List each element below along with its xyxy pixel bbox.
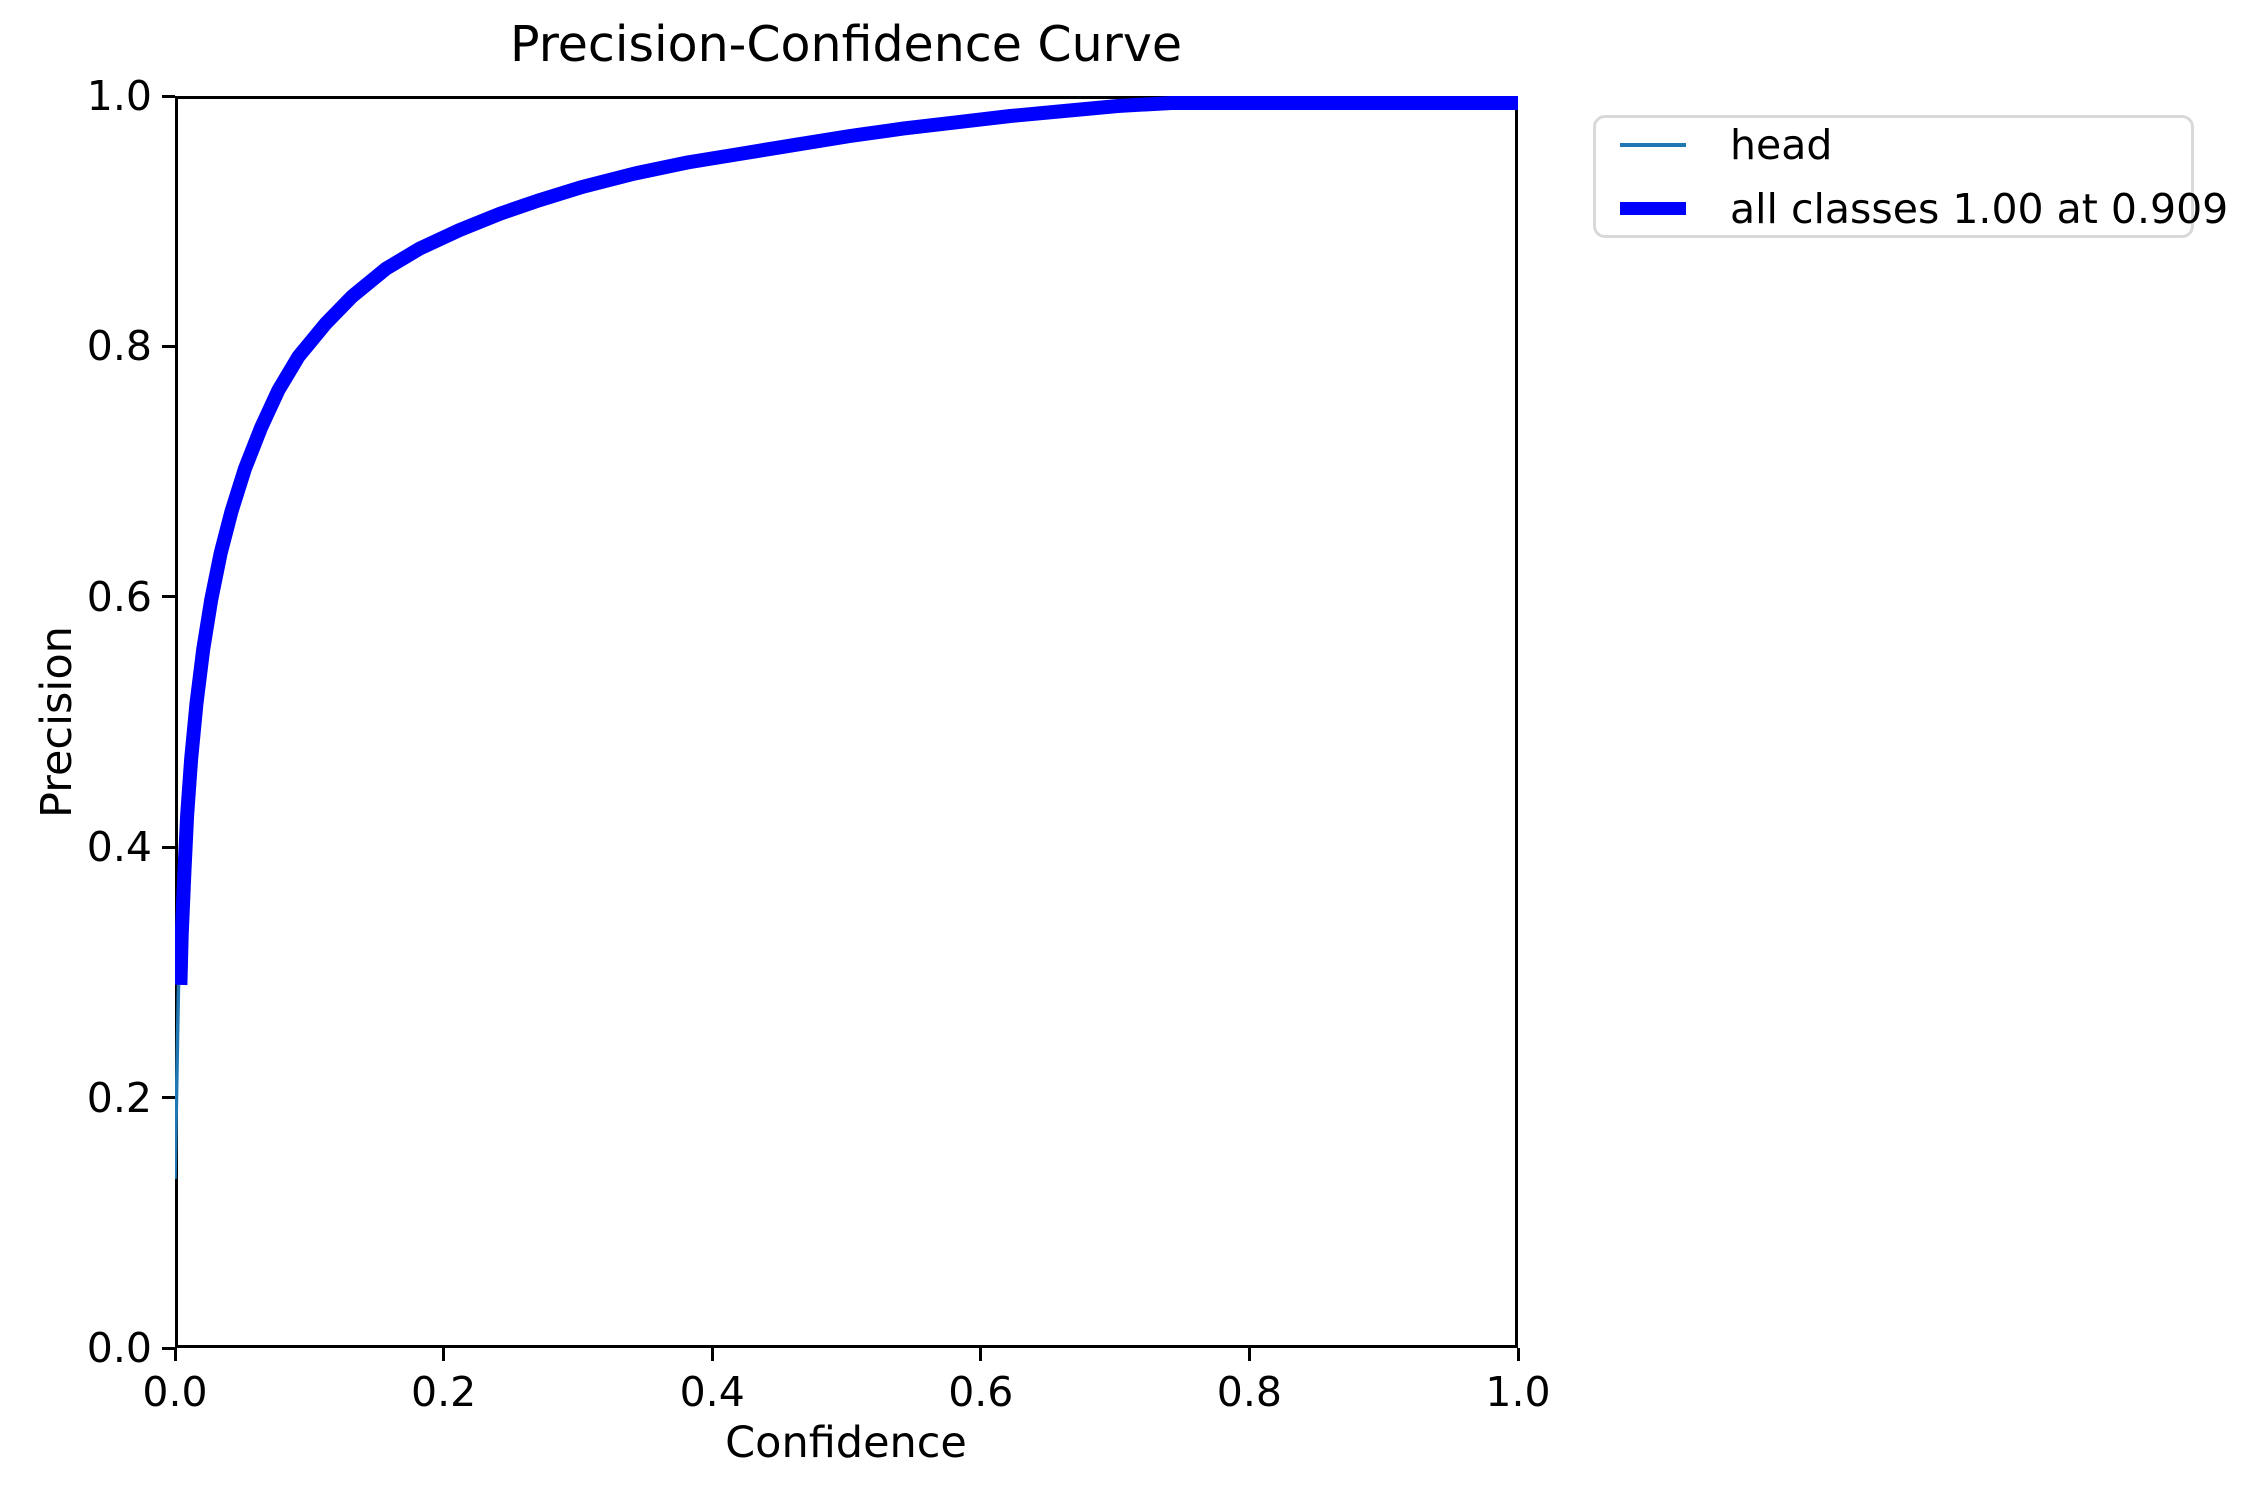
curve-all — [175, 96, 1518, 986]
chart-title: Precision-Confidence Curve — [510, 16, 1182, 73]
x-axis-label: Confidence — [725, 1418, 967, 1468]
x-tick-mark — [442, 1348, 446, 1361]
x-tick-label: 1.0 — [1485, 1368, 1551, 1416]
curve-head — [175, 96, 1518, 1180]
legend-item-all-classes: all classes 1.00 at 0.909 — [1620, 185, 2228, 233]
y-tick-label: 0.2 — [86, 1073, 152, 1122]
x-tick-label: 0.4 — [679, 1368, 745, 1416]
x-tick-mark — [1516, 1348, 1520, 1361]
y-tick-label: 0.4 — [86, 823, 152, 872]
legend-line-swatch-head — [1620, 142, 1686, 147]
plot-area — [175, 96, 1518, 1348]
y-tick-mark — [162, 1346, 175, 1350]
y-tick-mark — [162, 595, 175, 599]
y-tick-label: 0.6 — [86, 572, 152, 621]
y-tick-mark — [162, 845, 175, 849]
y-tick-label: 0.8 — [86, 322, 152, 371]
curves-svg — [175, 96, 1518, 1180]
x-tick-label: 0.0 — [142, 1368, 208, 1416]
legend-label-all-classes: all classes 1.00 at 0.909 — [1730, 184, 2229, 233]
legend: head all classes 1.00 at 0.909 — [1593, 115, 2228, 238]
x-tick-mark — [173, 1348, 177, 1361]
y-tick-mark — [162, 1096, 175, 1100]
y-tick-mark — [162, 94, 175, 98]
x-tick-label: 0.2 — [410, 1368, 477, 1416]
x-tick-mark — [979, 1348, 983, 1361]
y-axis-label: Precision — [32, 626, 82, 818]
legend-item-head: head — [1620, 121, 2167, 169]
x-tick-mark — [710, 1348, 714, 1361]
y-tick-label: 0.0 — [86, 1324, 152, 1372]
y-tick-mark — [162, 344, 175, 348]
x-tick-mark — [1247, 1348, 1251, 1361]
y-tick-label: 1.0 — [86, 72, 152, 120]
legend-label-head: head — [1730, 120, 1833, 169]
x-tick-label: 0.6 — [948, 1368, 1014, 1416]
legend-line-swatch-all-classes — [1620, 202, 1686, 215]
x-tick-label: 0.8 — [1216, 1368, 1282, 1416]
